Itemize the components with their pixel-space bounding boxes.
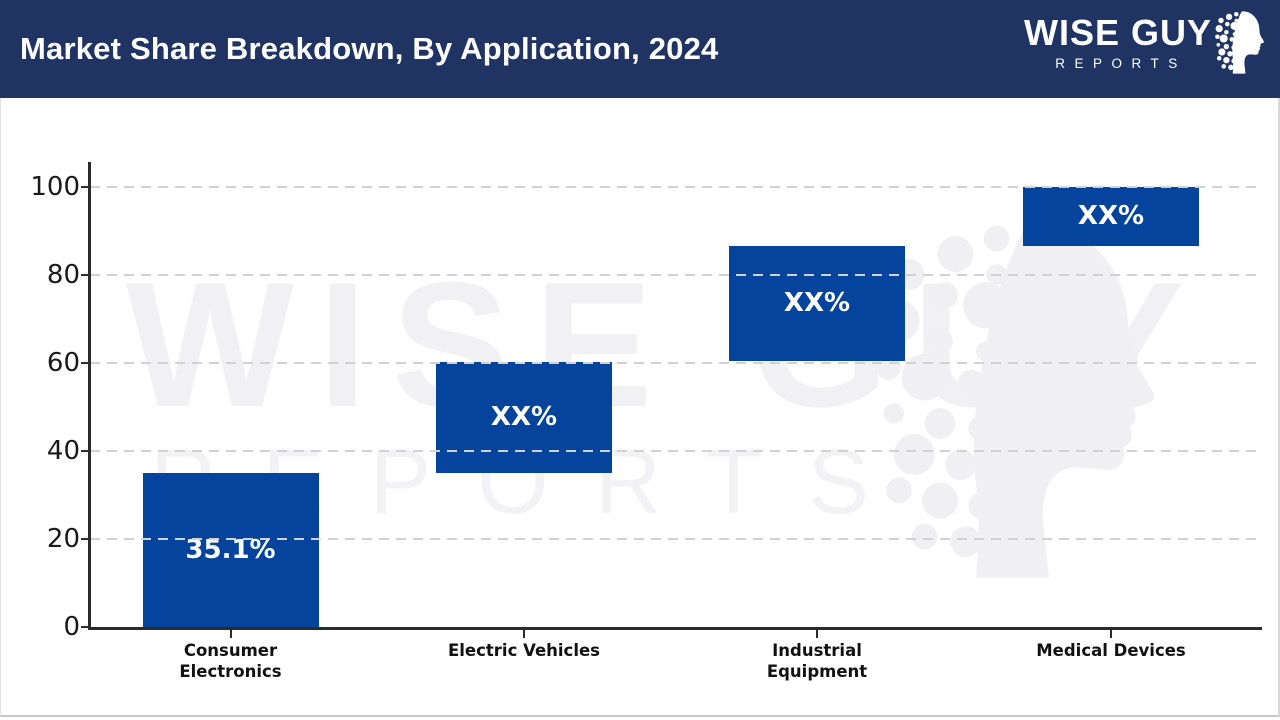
head-profile-dots-icon (1215, 11, 1264, 74)
y-gridline (90, 362, 1262, 364)
logo-wiseguy-label: WISE GUY (1023, 12, 1212, 53)
y-axis-tick (81, 274, 89, 276)
y-gridline (90, 274, 1262, 276)
bottom-divider (0, 715, 1280, 717)
bar-value-label: XX% (490, 402, 558, 433)
y-axis-tick-label: 40 (46, 436, 80, 466)
y-gridline (90, 450, 1262, 452)
x-axis-tick (816, 629, 818, 638)
y-gridline (90, 186, 1262, 188)
x-axis-spine (88, 627, 1262, 630)
bar (729, 245, 905, 361)
y-axis-tick (81, 186, 89, 188)
page-title: Market Share Breakdown, By Application, … (20, 31, 719, 66)
header: Market Share Breakdown, By Application, … (0, 0, 1280, 98)
y-axis-tick (81, 450, 89, 452)
x-axis-tick (1110, 629, 1112, 638)
y-axis-tick (81, 362, 89, 364)
y-axis-tick-label: 20 (46, 524, 80, 554)
y-axis-tick (81, 626, 89, 628)
wiseguy-logo-text: WISE GUY REPORTS (1023, 12, 1212, 72)
y-axis-tick-label: 80 (46, 260, 80, 290)
x-category-label: Electric Vehicles (447, 641, 600, 660)
left-edge-line (0, 98, 1, 716)
y-axis-tick-label: 100 (30, 172, 80, 202)
y-axis-tick (81, 538, 89, 540)
y-axis-spine (88, 162, 91, 629)
bar-value-label: XX% (783, 288, 851, 319)
wiseguy-logo: WISE GUY REPORTS (1024, 8, 1266, 78)
bar-value-label: XX% (1077, 201, 1145, 232)
bar (142, 472, 319, 627)
logo-reports-label: REPORTS (1055, 56, 1187, 71)
bar (1023, 187, 1199, 246)
x-axis-tick (229, 629, 232, 638)
bar (436, 362, 612, 473)
y-axis-tick-label: 60 (46, 348, 80, 378)
x-category-label: Medical Devices (1036, 641, 1186, 660)
x-category-label: Consumer Electronics (179, 641, 282, 682)
x-category-label: Industrial Equipment (766, 641, 868, 682)
y-axis-tick-label: 0 (63, 612, 80, 642)
right-edge-line (1278, 98, 1280, 716)
y-gridline (90, 538, 1262, 540)
x-axis-tick (523, 629, 525, 638)
